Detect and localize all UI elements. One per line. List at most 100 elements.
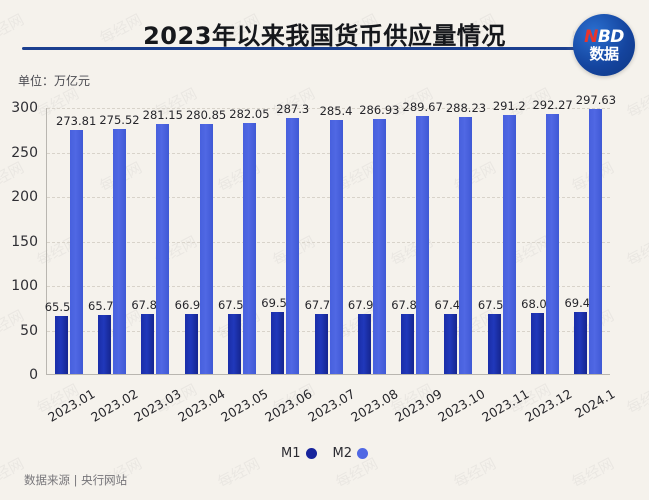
- bar-value-label: 67.53: [217, 297, 251, 312]
- source-note: 数据来源 | 央行网站: [24, 473, 128, 487]
- header: 2023年以来我国货币供应量情况: [0, 14, 649, 58]
- legend: M1 M2: [0, 446, 649, 461]
- bar-m2[interactable]: 282.05: [229, 107, 270, 374]
- gridline: [47, 197, 610, 198]
- bar-value-label: 288.23: [445, 101, 487, 116]
- bar-m2[interactable]: 281.15: [143, 108, 183, 374]
- bar-value-label: 280.85: [185, 108, 227, 123]
- title-divider: [22, 47, 613, 50]
- page-title: 2023年以来我国货币供应量情况: [143, 22, 506, 50]
- logo-chinese-text: 数据: [589, 44, 619, 63]
- y-axis-tick-label: 50: [20, 322, 38, 339]
- bar-group: 65.52 273.81: [45, 108, 96, 374]
- bars-layer: 65.52 273.81 65.79 275.52 67.81 281.15 66.98 28…: [45, 93, 616, 374]
- bar-m1[interactable]: 67.59: [478, 298, 511, 374]
- bar-m1[interactable]: 67.96: [348, 298, 381, 374]
- bar-group: 69.56 287.3: [261, 102, 309, 374]
- legend-color-swatch: [357, 448, 368, 459]
- bar-m1[interactable]: 69.56: [261, 296, 294, 374]
- bar-group: 66.98 280.85: [175, 108, 226, 374]
- bar-m1[interactable]: 67.84: [391, 298, 424, 374]
- bar-group: 68.05 292.27: [521, 98, 573, 374]
- bar-value-label: 66.98: [174, 298, 208, 313]
- bar-value-label: 67.72: [304, 297, 338, 312]
- bar-value-label: 68.05: [521, 297, 555, 312]
- bar-value-label: 286.93: [359, 102, 400, 117]
- bar-group: 67.81 281.15: [131, 108, 183, 374]
- bar-value-label: 291.2: [492, 98, 526, 113]
- bar-m2[interactable]: 287.3: [276, 102, 309, 374]
- legend-item-m1[interactable]: M1: [281, 446, 317, 461]
- bar-value-label: 289.67: [402, 100, 443, 115]
- bar-value-label: 287.3: [276, 102, 310, 117]
- bar-m1[interactable]: 67.47: [435, 298, 467, 374]
- bar-m2[interactable]: 275.52: [99, 113, 140, 374]
- bar-value-label: 67.81: [131, 297, 165, 312]
- gridline: [47, 330, 610, 332]
- x-axis: 2023.01 2023.02 2023.03 2023.04 2023.05 2023.…: [45, 386, 618, 432]
- bar-group: 67.72 285.4: [305, 104, 353, 374]
- bar-value-label: 67.47: [434, 297, 468, 312]
- legend-item-m2[interactable]: M2: [332, 446, 368, 461]
- y-axis-tick-label: 300: [11, 100, 38, 116]
- bar-m1[interactable]: 69.42: [564, 296, 597, 374]
- bar-value-label: 67.96: [347, 297, 381, 312]
- bar-m2[interactable]: 280.85: [186, 108, 226, 374]
- bar-group: 65.79 275.52: [88, 108, 140, 374]
- bar-m2[interactable]: 273.81: [56, 114, 96, 374]
- logo-letters-bd: BD: [597, 26, 625, 47]
- bar-group: 67.59 291.2: [478, 99, 526, 374]
- bar-value-label: 65.79: [88, 299, 121, 314]
- bar-value-label: 69.56: [261, 296, 295, 311]
- bar-value-label: 292.27: [532, 97, 573, 112]
- bar-group: 67.47 288.23: [435, 101, 486, 374]
- unit-label: 单位：万亿元: [18, 74, 91, 88]
- bar-group: 67.96 286.93: [348, 103, 399, 374]
- plot-container: 0 50 100 150 200 250 300 65.52 273.81 65.79 275.5…: [0, 93, 649, 386]
- y-axis-tick-label: 200: [11, 189, 38, 205]
- bar-m2[interactable]: 292.27: [532, 98, 573, 374]
- bar-value-label: 67.59: [477, 297, 511, 312]
- gridline: [47, 152, 610, 154]
- bar-m2[interactable]: 289.67: [403, 100, 443, 374]
- legend-color-swatch: [305, 448, 317, 459]
- gridline: [47, 241, 610, 243]
- bar-m2[interactable]: 285.4: [320, 104, 353, 374]
- bar-m1[interactable]: 68.05: [521, 297, 554, 374]
- bar-m2[interactable]: 288.23: [446, 101, 486, 374]
- bar-value-label: 297.63: [575, 93, 617, 108]
- bar-value-label: 273.81: [56, 114, 97, 129]
- bar-value-label: 285.4: [319, 104, 353, 118]
- y-axis: 0 50 100 150 200 250 300: [0, 96, 42, 386]
- bar-group: 69.42 297.63: [564, 93, 616, 374]
- bar-value-label: 282.05: [229, 106, 270, 121]
- y-axis-tick-label: 0: [29, 367, 38, 383]
- y-axis-tick-label: 250: [11, 144, 38, 161]
- y-axis-tick-label: 100: [11, 278, 38, 294]
- legend-label: M1: [281, 446, 301, 461]
- bar-group: 67.84 289.67: [391, 100, 443, 374]
- bar-value-label: 65.52: [44, 299, 78, 314]
- logo-latin-text: NBD: [584, 26, 625, 47]
- logo-letter-n: N: [584, 26, 598, 47]
- gridline: [47, 286, 610, 287]
- bar-value-label: 69.42: [564, 296, 598, 311]
- bar-m2[interactable]: 291.2: [493, 99, 526, 374]
- plot-area: 65.52 273.81 65.79 275.52 67.81 281.15 66.98 28…: [45, 93, 616, 375]
- bar-m1[interactable]: 67.72: [305, 298, 338, 374]
- nbd-logo: NBD 数据: [573, 14, 635, 76]
- legend-label: M2: [332, 446, 353, 461]
- bar-value-label: 275.52: [99, 112, 140, 127]
- bar-m1[interactable]: 66.98: [175, 298, 208, 374]
- bar-value-label: 67.84: [391, 297, 425, 312]
- bar-value-label: 281.15: [142, 107, 183, 122]
- bar-m1[interactable]: 67.53: [218, 298, 251, 374]
- bar-m2[interactable]: 297.63: [576, 93, 616, 374]
- bar-m1[interactable]: 67.81: [131, 298, 164, 374]
- y-axis-tick-label: 150: [11, 233, 38, 250]
- bar-m1[interactable]: 65.79: [88, 299, 121, 374]
- bar-group: 67.53 282.05: [218, 107, 270, 374]
- bar-m1[interactable]: 65.52: [45, 300, 78, 374]
- bar-m2[interactable]: 286.93: [359, 103, 399, 374]
